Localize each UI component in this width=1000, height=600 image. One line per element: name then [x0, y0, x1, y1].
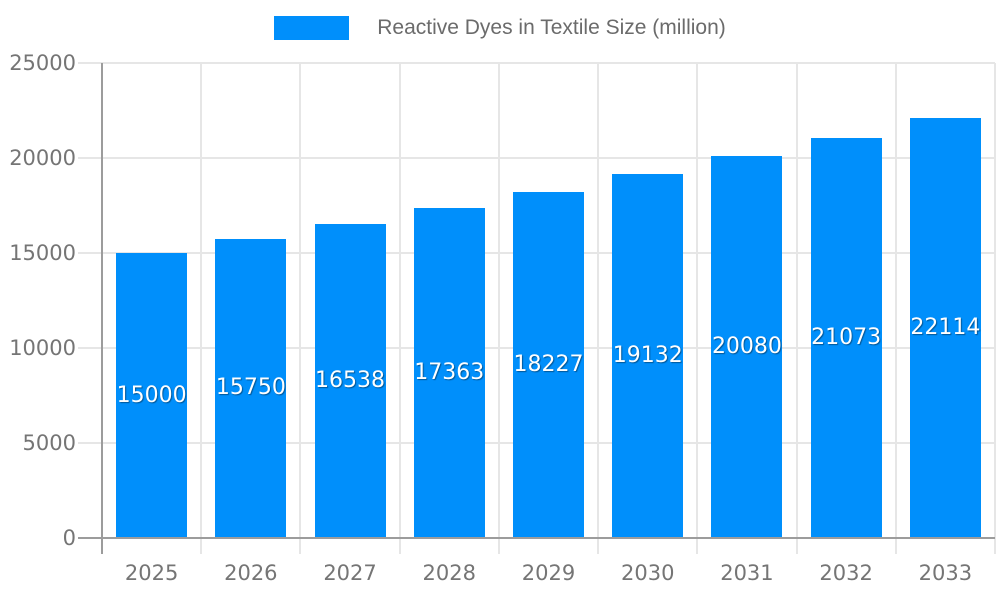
bar-value-label: 22114 — [910, 314, 981, 340]
gridline-vertical — [795, 63, 798, 554]
y-axis-tick-label: 15000 — [9, 241, 76, 265]
bar-2030[interactable] — [612, 174, 684, 538]
gridline-vertical — [200, 63, 203, 554]
bar-2031[interactable] — [711, 156, 783, 538]
bar-value-label: 16538 — [315, 367, 386, 393]
bar-value-label: 17363 — [414, 360, 485, 386]
y-axis-line — [101, 63, 103, 554]
bar-2025[interactable] — [116, 253, 188, 538]
bar-2033[interactable] — [909, 117, 981, 538]
x-axis-tick-label: 2029 — [521, 561, 576, 585]
gridline-vertical — [696, 63, 699, 554]
gridline-vertical — [597, 63, 600, 554]
gridline-vertical — [299, 63, 302, 554]
x-axis-tick-label: 2032 — [819, 561, 873, 585]
gridline-vertical — [994, 63, 996, 554]
bar-value-label: 20080 — [711, 334, 782, 360]
bar-2029[interactable] — [513, 191, 584, 538]
y-axis-tick-label: 25000 — [9, 51, 76, 75]
x-axis-tick-label: 2030 — [620, 561, 675, 585]
x-axis-tick-label: 2033 — [918, 561, 973, 585]
bar-value-label: 18227 — [513, 351, 584, 377]
y-axis-tick-label: 10000 — [9, 336, 76, 360]
x-axis-tick-label: 2027 — [323, 561, 377, 585]
bar-value-label: 15750 — [215, 375, 286, 401]
x-axis-tick-label: 2031 — [720, 561, 774, 585]
gridline-vertical — [497, 63, 500, 554]
bar-value-label: 19132 — [612, 343, 683, 369]
bar-2027[interactable] — [314, 223, 386, 538]
gridline-vertical — [398, 63, 401, 554]
legend-label: Reactive Dyes in Textile Size (million) — [377, 16, 726, 39]
gridline-horizontal — [78, 157, 995, 159]
x-axis-tick-label: 2026 — [224, 561, 278, 585]
bar-2028[interactable] — [413, 208, 485, 538]
gridline-vertical — [894, 63, 897, 554]
x-axis-tick-label: 2025 — [124, 561, 179, 585]
y-axis-tick-label: 5000 — [22, 431, 76, 455]
bar-value-label: 15000 — [116, 382, 187, 408]
gridline-horizontal — [78, 62, 995, 64]
x-axis-tick-label: 2028 — [422, 561, 476, 585]
y-axis-tick-label: 0 — [62, 526, 76, 550]
bar-2032[interactable] — [810, 137, 882, 538]
legend-marker-swatch — [274, 16, 350, 40]
x-axis-line — [78, 537, 995, 539]
bar-2026[interactable] — [215, 238, 287, 538]
bar-value-label: 21073 — [811, 324, 882, 350]
legend-item[interactable]: Reactive Dyes in Textile Size (million) — [0, 16, 1000, 40]
y-axis-tick-label: 20000 — [9, 146, 76, 170]
